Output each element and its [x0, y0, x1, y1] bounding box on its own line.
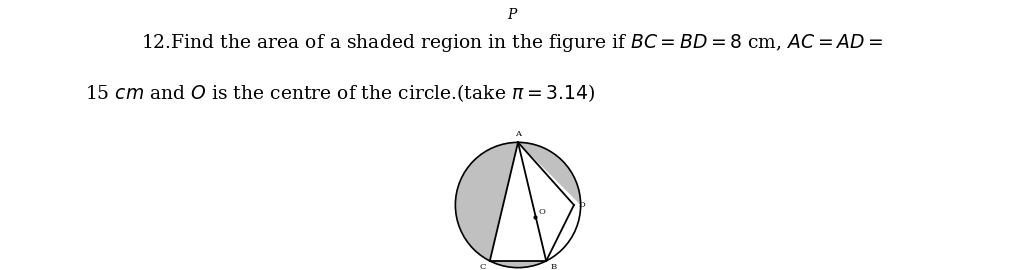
Text: O: O	[539, 208, 545, 216]
Text: B: B	[551, 264, 557, 270]
Polygon shape	[489, 261, 546, 268]
Text: P: P	[507, 8, 517, 22]
Text: D: D	[579, 201, 586, 209]
Polygon shape	[456, 142, 518, 261]
Text: A: A	[515, 130, 521, 138]
Text: 12.Find the area of a shaded region in the figure if $BC = BD = 8$ cm, $AC = AD : 12.Find the area of a shaded region in t…	[141, 32, 883, 54]
Polygon shape	[518, 142, 581, 205]
Text: 15 $cm$ and $O$ is the centre of the circle.(take $\pi = 3.14$): 15 $cm$ and $O$ is the centre of the cir…	[85, 82, 595, 104]
Text: C: C	[479, 264, 485, 270]
Polygon shape	[489, 142, 573, 261]
